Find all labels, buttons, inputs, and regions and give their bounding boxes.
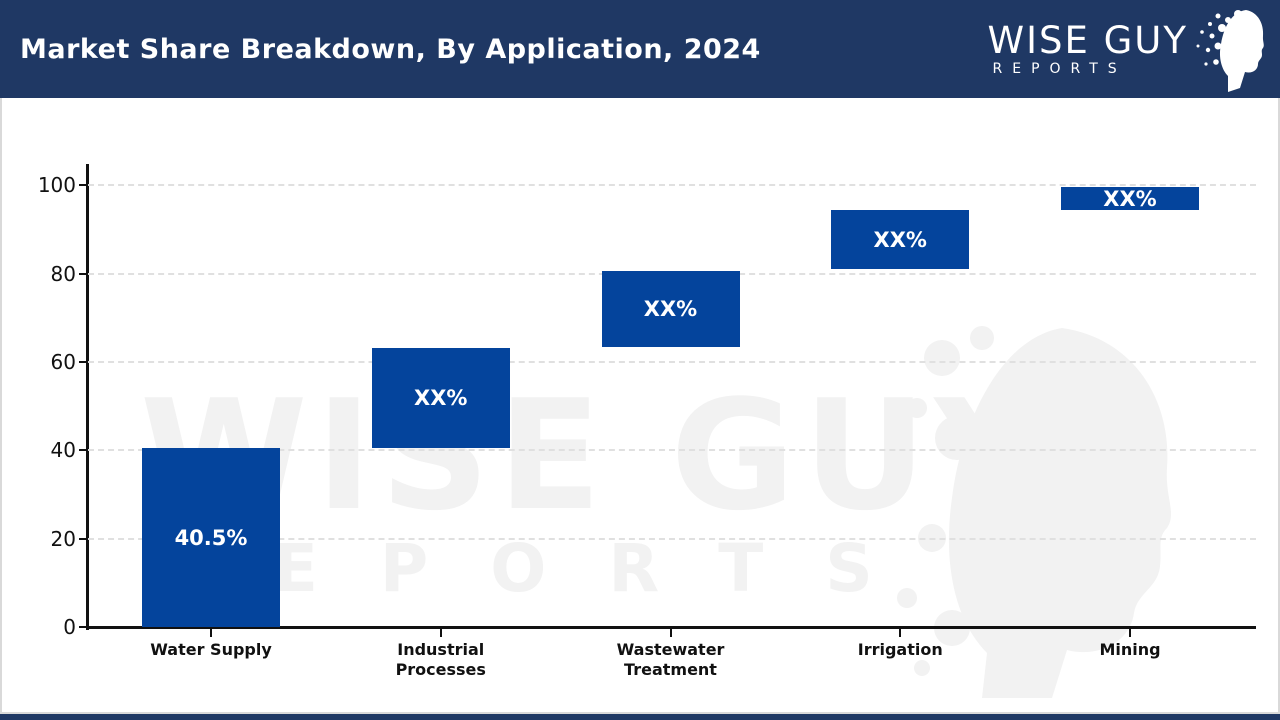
page-title: Market Share Breakdown, By Application, … <box>20 33 761 65</box>
header-banner: Market Share Breakdown, By Application, … <box>0 0 1280 98</box>
brand-name: WISE GUY <box>987 18 1188 62</box>
dotted-head-icon <box>1196 10 1264 92</box>
chart-canvas: WISE GUY REPORTS <box>0 98 1280 714</box>
brand-logo-text: WISE GUY REPORTS <box>987 18 1188 78</box>
watermark-head-icon <box>894 326 1172 698</box>
watermark-text-reports: REPORTS <box>160 530 935 607</box>
brand-logo: WISE GUY REPORTS <box>988 6 1266 92</box>
brand-subname: REPORTS <box>992 61 1127 78</box>
watermark-text: WISE GUY <box>140 367 1053 544</box>
footer-bar <box>0 714 1280 720</box>
